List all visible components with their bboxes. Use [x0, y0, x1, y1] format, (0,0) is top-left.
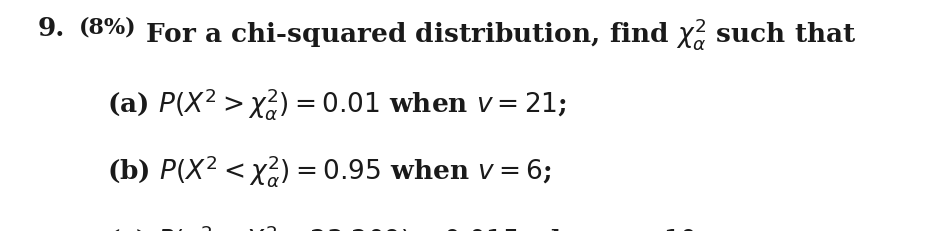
Text: (8%): (8%): [79, 16, 137, 38]
Text: 9.: 9.: [37, 16, 64, 41]
Text: (a) $P(X^2 > \chi^2_\alpha) = 0.01$ when $v = 21$;: (a) $P(X^2 > \chi^2_\alpha) = 0.01$ when…: [107, 85, 567, 121]
Text: (b) $P(X^2 < \chi^2_\alpha) = 0.95$ when $v = 6$;: (b) $P(X^2 < \chi^2_\alpha) = 0.95$ when…: [107, 152, 552, 188]
Text: (c) $P(\chi^2_\alpha < X^2 < 23.209) = 0.015$ when $v = 10$.: (c) $P(\chi^2_\alpha < X^2 < 23.209) = 0…: [107, 222, 706, 231]
Text: For a chi-squared distribution, find $\chi^2_\alpha$ such that: For a chi-squared distribution, find $\c…: [145, 16, 856, 52]
